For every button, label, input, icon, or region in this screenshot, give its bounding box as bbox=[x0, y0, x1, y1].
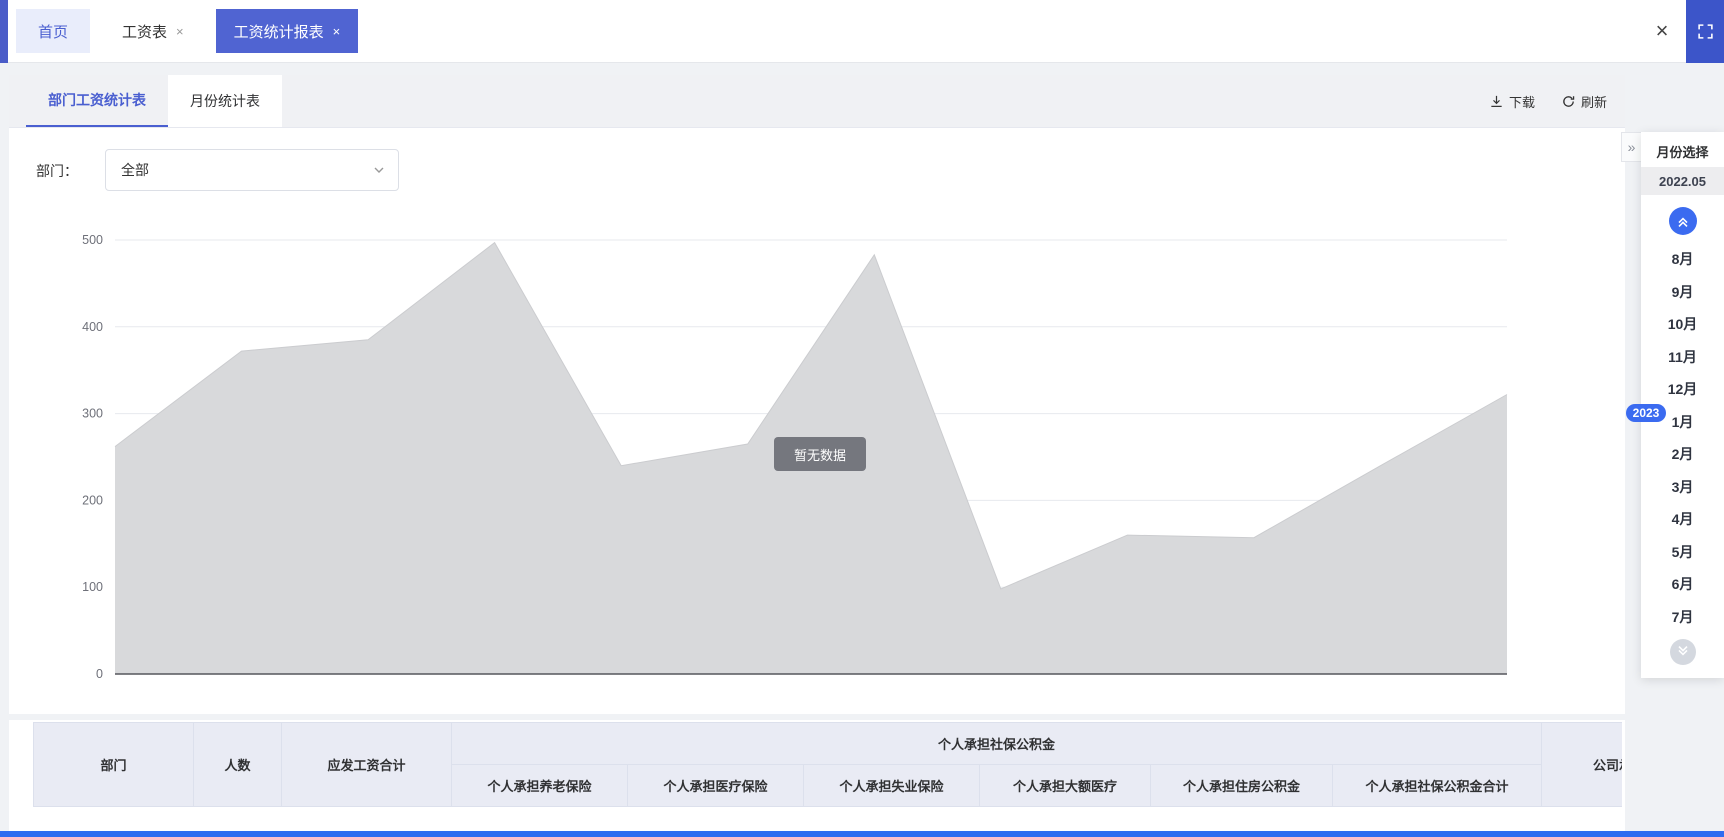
close-tab-icon[interactable]: × bbox=[332, 23, 341, 39]
window-tabs: 首页 工资表 × 工资统计报表 × bbox=[16, 9, 359, 53]
month-panel-title: 月份选择 bbox=[1656, 145, 1709, 160]
fullscreen-icon bbox=[1697, 23, 1714, 40]
col-company-social-security: 公司承担社保公积金 bbox=[1541, 722, 1622, 807]
table-subheader-cell: 个人承担医疗保险 bbox=[627, 764, 804, 807]
tab-salary-report[interactable]: 工资统计报表 × bbox=[215, 9, 359, 53]
download-button[interactable]: 下载 bbox=[1489, 92, 1535, 111]
month-item[interactable]: 3月 bbox=[1671, 478, 1694, 495]
tab-month-stats[interactable]: 月份统计表 bbox=[168, 75, 282, 127]
fullscreen-button[interactable] bbox=[1686, 0, 1724, 63]
table-subheader-cell: 个人承担住房公积金 bbox=[1150, 764, 1333, 807]
table-subheader-cell: 个人承担失业保险 bbox=[803, 764, 980, 807]
table-wrap: 部门 人数 应发工资合计 个人承担社保公积金 公司承担社保公积金 个人承担养老保… bbox=[33, 722, 1622, 810]
svg-text:300: 300 bbox=[82, 407, 103, 421]
year-badge: 2023 bbox=[1626, 404, 1666, 422]
tab-salary-sheet[interactable]: 工资表 × bbox=[104, 9, 202, 53]
month-item[interactable]: 8月 bbox=[1671, 251, 1694, 268]
strip-actions: 下载 刷新 bbox=[1489, 75, 1607, 127]
table-subheader-cell: 个人承担社保公积金合计 bbox=[1331, 764, 1543, 807]
topbar: 首页 工资表 × 工资统计报表 × × bbox=[0, 0, 1724, 63]
month-item[interactable]: 11月 bbox=[1668, 348, 1697, 365]
scroll-down-button[interactable] bbox=[1669, 639, 1696, 665]
svg-text:0: 0 bbox=[96, 667, 103, 681]
month-item[interactable]: 10月 bbox=[1667, 316, 1698, 333]
collapse-panel-button[interactable]: » bbox=[1621, 132, 1641, 162]
col-gross-salary-total: 应发工资合计 bbox=[281, 722, 452, 807]
department-select-value: 全部 bbox=[121, 162, 149, 178]
tab-salary-sheet-label: 工资表 bbox=[122, 23, 168, 41]
month-item[interactable]: 5月 bbox=[1671, 543, 1694, 560]
month-item[interactable]: 6月 bbox=[1671, 576, 1694, 593]
download-label: 下载 bbox=[1508, 94, 1535, 110]
col-group-personal-social-security: 个人承担社保公积金 bbox=[450, 722, 1543, 765]
tab-salary-report-label: 工资统计报表 bbox=[233, 23, 324, 41]
tab-home-label: 首页 bbox=[38, 23, 69, 41]
report-tabs-strip: 部门工资统计表 月份统计表 下载 刷新 bbox=[9, 75, 1625, 128]
table-subheader-cell: 个人承担大额医疗 bbox=[979, 764, 1151, 807]
month-item[interactable]: 12月 bbox=[1667, 381, 1698, 398]
table-header-row: 部门 人数 应发工资合计 个人承担社保公积金 公司承担社保公积金 bbox=[33, 722, 1622, 807]
month-item[interactable]: 1月 bbox=[1671, 413, 1694, 430]
month-item[interactable]: 4月 bbox=[1671, 511, 1694, 528]
refresh-button[interactable]: 刷新 bbox=[1561, 92, 1607, 111]
month-item[interactable]: 9月 bbox=[1671, 283, 1694, 300]
tab-department-stats[interactable]: 部门工资统计表 bbox=[26, 75, 168, 127]
refresh-label: 刷新 bbox=[1580, 94, 1607, 110]
svg-text:400: 400 bbox=[82, 320, 103, 334]
table-subheader-row: 个人承担养老保险 个人承担医疗保险 个人承担失业保险 个人承担大额医疗 个人承担住房公积… bbox=[34, 764, 1623, 807]
bottom-accent-bar bbox=[0, 831, 1724, 837]
col-headcount: 人数 bbox=[193, 722, 282, 807]
scroll-up-button[interactable] bbox=[1668, 207, 1697, 235]
no-data-tooltip: 暂无数据 bbox=[774, 437, 866, 471]
month-item[interactable]: 2月 bbox=[1671, 446, 1694, 463]
table-subheader-cell: 个人承担养老保险 bbox=[451, 764, 628, 807]
svg-text:100: 100 bbox=[82, 580, 103, 594]
svg-text:200: 200 bbox=[82, 493, 103, 507]
tab-home[interactable]: 首页 bbox=[16, 9, 91, 53]
department-select[interactable]: 全部 bbox=[105, 149, 399, 191]
download-icon bbox=[1489, 94, 1504, 109]
double-chevron-up-icon bbox=[1675, 213, 1691, 229]
svg-text:500: 500 bbox=[82, 233, 103, 247]
salary-stats-table: 部门 人数 应发工资合计 个人承担社保公积金 公司承担社保公积金 个人承担养老保… bbox=[33, 722, 1622, 807]
double-arrow-right-icon: » bbox=[1627, 139, 1636, 155]
close-tab-icon[interactable]: × bbox=[176, 23, 184, 39]
department-filter-label: 部门： bbox=[36, 163, 78, 179]
sidebar-edge bbox=[0, 0, 8, 63]
month-item[interactable]: 7月 bbox=[1671, 608, 1694, 625]
month-list: 8月 9月 10月 11月 12月 1月 2月 3月 4月 5月 6月 7月 bbox=[1641, 243, 1724, 633]
refresh-icon bbox=[1561, 94, 1576, 109]
chevron-down-icon bbox=[372, 163, 386, 177]
double-chevron-down-icon bbox=[1675, 644, 1691, 660]
col-department: 部门 bbox=[33, 722, 194, 807]
current-month-value: 2022.05 bbox=[1641, 167, 1724, 195]
close-icon[interactable]: × bbox=[1655, 18, 1669, 43]
